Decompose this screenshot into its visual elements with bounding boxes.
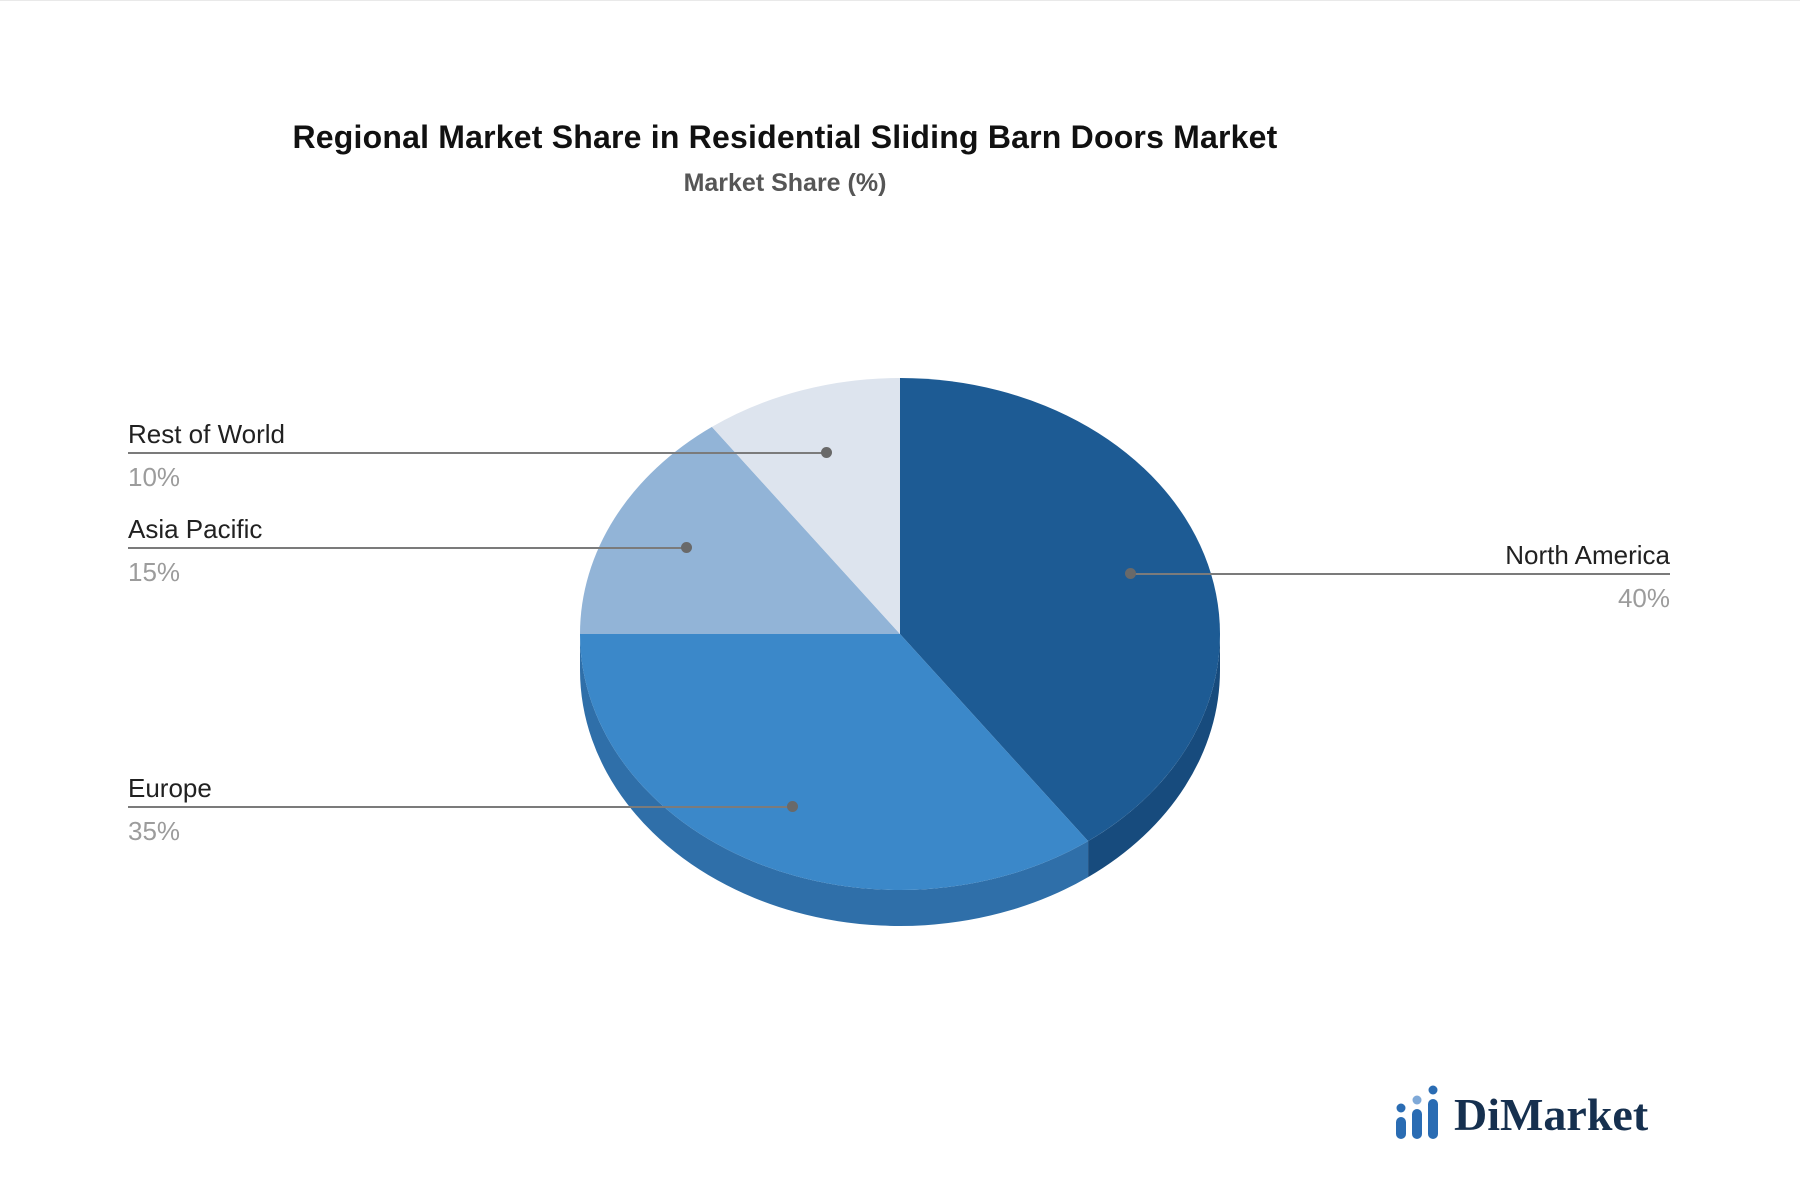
pie-slice-side-0	[1088, 634, 1220, 878]
callout-line-north-america	[1125, 568, 1670, 579]
label-north-america: North America	[1505, 540, 1670, 570]
label-europe: Europe	[128, 773, 212, 803]
callout-line-asia-pacific	[128, 542, 692, 553]
percent-north-america: 40%	[1617, 583, 1670, 613]
pie-slice-asia-pacific	[580, 426, 900, 634]
percent-asia-pacific: 15%	[128, 557, 181, 587]
pie-slice-north-america	[900, 378, 1221, 842]
callout-line-europe	[128, 801, 798, 812]
pie-slice-europe	[580, 634, 1089, 891]
pie-slice-side-1	[580, 634, 1089, 927]
dimarket-logo: DiMarket	[1392, 1083, 1648, 1141]
logo-text: DiMarket	[1454, 1089, 1649, 1140]
chart-title: Regional Market Share in Residential Sli…	[292, 119, 1278, 155]
bar-chart-icon	[1396, 1085, 1438, 1139]
percent-rest-of-world: 10%	[128, 462, 181, 492]
callout-line-rest-of-world	[128, 447, 832, 458]
label-asia-pacific: Asia Pacific	[128, 514, 263, 544]
percent-europe: 35%	[128, 816, 181, 846]
pie-slice-rest-of-world	[711, 378, 900, 634]
chart-subtitle: Market Share (%)	[683, 169, 887, 197]
label-rest-of-world: Rest of World	[128, 419, 286, 449]
